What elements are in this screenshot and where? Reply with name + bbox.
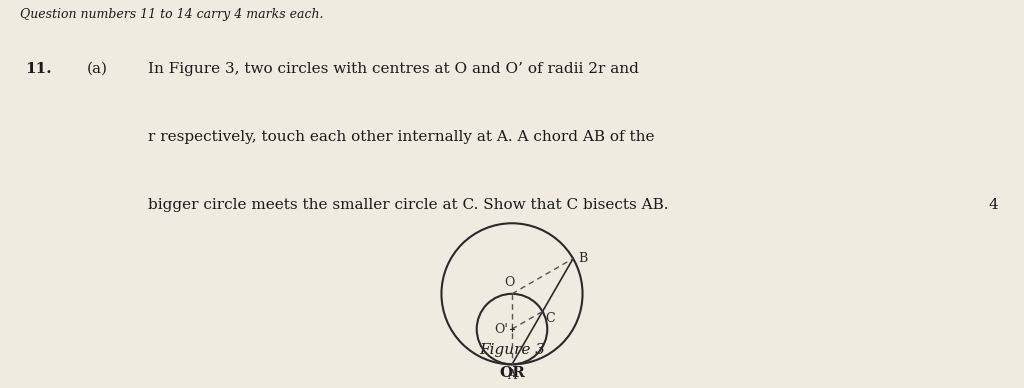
Text: (a): (a) xyxy=(87,62,109,76)
Text: O: O xyxy=(505,276,515,289)
Text: Figure 3: Figure 3 xyxy=(479,343,545,357)
Text: r respectively, touch each other internally at A. A chord AB of the: r respectively, touch each other interna… xyxy=(148,130,655,144)
Text: C: C xyxy=(546,312,555,326)
Text: 11.: 11. xyxy=(26,62,52,76)
Text: 4: 4 xyxy=(988,198,998,212)
Text: In Figure 3, two circles with centres at O and O’ of radii 2r and: In Figure 3, two circles with centres at… xyxy=(148,62,639,76)
Text: B: B xyxy=(578,252,588,265)
Text: O': O' xyxy=(495,322,508,336)
Text: Question numbers 11 to 14 carry 4 marks each.: Question numbers 11 to 14 carry 4 marks … xyxy=(20,8,324,21)
Text: bigger circle meets the smaller circle at C. Show that C bisects AB.: bigger circle meets the smaller circle a… xyxy=(148,198,669,212)
Text: OR: OR xyxy=(499,366,525,380)
Text: A: A xyxy=(508,369,516,382)
